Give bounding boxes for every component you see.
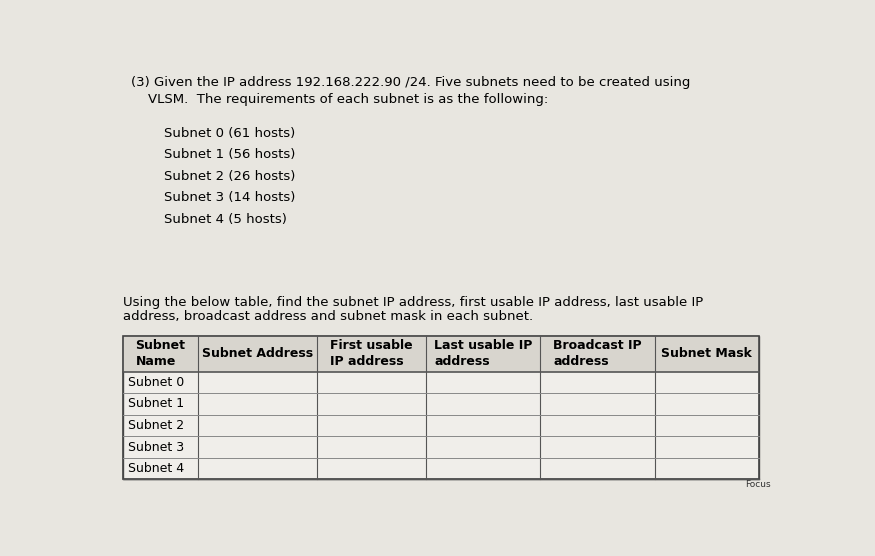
Text: Subnet 0 (61 hosts): Subnet 0 (61 hosts): [164, 127, 295, 140]
Text: Subnet Address: Subnet Address: [202, 348, 313, 360]
Bar: [123, 336, 759, 371]
Text: VLSM.  The requirements of each subnet is as the following:: VLSM. The requirements of each subnet is…: [148, 93, 549, 106]
Text: Subnet 2: Subnet 2: [128, 419, 184, 432]
Text: Subnet 4 (5 hosts): Subnet 4 (5 hosts): [164, 213, 286, 226]
Text: Last usable IP
address: Last usable IP address: [434, 339, 533, 369]
Text: Subnet 1 (56 hosts): Subnet 1 (56 hosts): [164, 148, 295, 161]
Text: (3) Given the IP address 192.168.222.90 /24. Five subnets need to be created usi: (3) Given the IP address 192.168.222.90 …: [131, 76, 690, 89]
Text: Subnet 1: Subnet 1: [128, 398, 184, 410]
Text: Subnet 4: Subnet 4: [128, 462, 184, 475]
Bar: [123, 336, 759, 479]
Text: Subnet
Name: Subnet Name: [136, 339, 186, 369]
Text: Focus: Focus: [745, 480, 771, 489]
Bar: [123, 336, 759, 479]
Text: Subnet Mask: Subnet Mask: [662, 348, 752, 360]
Text: Subnet 0: Subnet 0: [128, 376, 185, 389]
Text: Using the below table, find the subnet IP address, first usable IP address, last: Using the below table, find the subnet I…: [123, 296, 704, 309]
Text: Broadcast IP
address: Broadcast IP address: [553, 339, 641, 369]
Text: Subnet 3: Subnet 3: [128, 440, 184, 454]
Text: First usable
IP address: First usable IP address: [330, 339, 413, 369]
Text: Subnet 3 (14 hosts): Subnet 3 (14 hosts): [164, 191, 295, 205]
Text: address, broadcast address and subnet mask in each subnet.: address, broadcast address and subnet ma…: [123, 310, 534, 323]
Text: Subnet 2 (26 hosts): Subnet 2 (26 hosts): [164, 170, 295, 183]
